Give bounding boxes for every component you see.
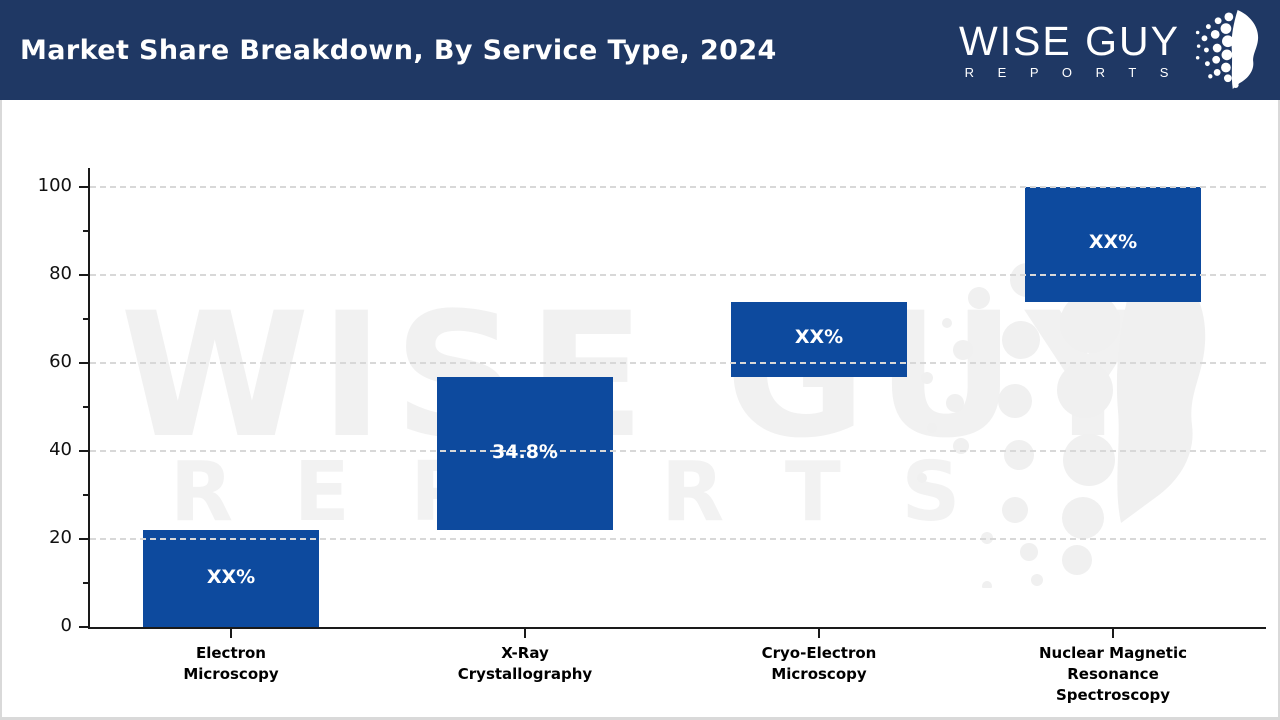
gridline xyxy=(90,274,1266,276)
category-label: Nuclear Magnetic Resonance Spectroscopy xyxy=(1038,644,1188,704)
bar-segment xyxy=(143,530,319,627)
y-axis-tick-label: 60 xyxy=(49,351,72,372)
x-axis-line xyxy=(88,627,1266,629)
watermark-head-icon xyxy=(917,237,1206,588)
y-axis-tick xyxy=(79,450,88,452)
x-axis-tick xyxy=(818,629,820,638)
bar-segment xyxy=(1025,187,1201,302)
bar-value-label: 34.8% xyxy=(492,440,558,463)
wise-guy-reports-logo: WISE GUY R E P O R T S xyxy=(959,7,1262,93)
category-label: X-Ray Crystallography xyxy=(457,644,593,683)
y-axis-line xyxy=(88,168,90,629)
bar-value-label: XX% xyxy=(1088,231,1138,254)
x-axis-tick xyxy=(524,629,526,638)
y-axis-minor-tick xyxy=(83,230,88,232)
logo-text: WISE GUY R E P O R T S xyxy=(958,17,1180,80)
category-label: Electron Microscopy xyxy=(183,644,279,683)
logo-head-icon xyxy=(1195,10,1259,89)
y-axis-tick-label: 40 xyxy=(49,439,72,460)
y-axis-tick xyxy=(79,362,88,364)
bar-segment xyxy=(731,301,907,378)
y-axis-tick xyxy=(79,274,88,276)
gridline xyxy=(90,186,1266,188)
y-axis-tick-label: 20 xyxy=(49,527,72,548)
category-label: Cryo-Electron Microscopy xyxy=(761,644,877,683)
gridline xyxy=(90,362,1266,364)
x-axis-tick xyxy=(1112,629,1114,638)
y-axis-tick-label: 100 xyxy=(37,175,72,196)
header-bar: Market Share Breakdown, By Service Type,… xyxy=(0,0,1280,100)
y-axis-minor-tick xyxy=(83,406,88,408)
y-axis-tick-label: 0 xyxy=(60,615,72,636)
watermark-wordmark: WISE GUY xyxy=(120,275,1161,476)
chart-title: Market Share Breakdown, By Service Type,… xyxy=(20,34,777,66)
gridline xyxy=(90,450,1266,452)
logo-subtitle: R E P O R T S xyxy=(964,64,1179,80)
x-axis-tick xyxy=(230,629,232,638)
bar-segment xyxy=(437,377,613,531)
y-axis-minor-tick xyxy=(83,582,88,584)
y-axis-tick xyxy=(79,186,88,188)
y-axis-tick xyxy=(79,626,88,628)
y-axis-tick-label: 80 xyxy=(49,263,72,284)
bar-value-label: XX% xyxy=(794,326,844,349)
chart-body: WISE GUY R E P O R T S 020406080100XX%El… xyxy=(0,100,1280,720)
gridline xyxy=(90,538,1266,540)
y-axis-minor-tick xyxy=(83,494,88,496)
y-axis-minor-tick xyxy=(83,318,88,320)
y-axis-tick xyxy=(79,538,88,540)
bar-value-label: XX% xyxy=(206,565,256,588)
logo-wordmark: WISE GUY xyxy=(958,17,1180,64)
